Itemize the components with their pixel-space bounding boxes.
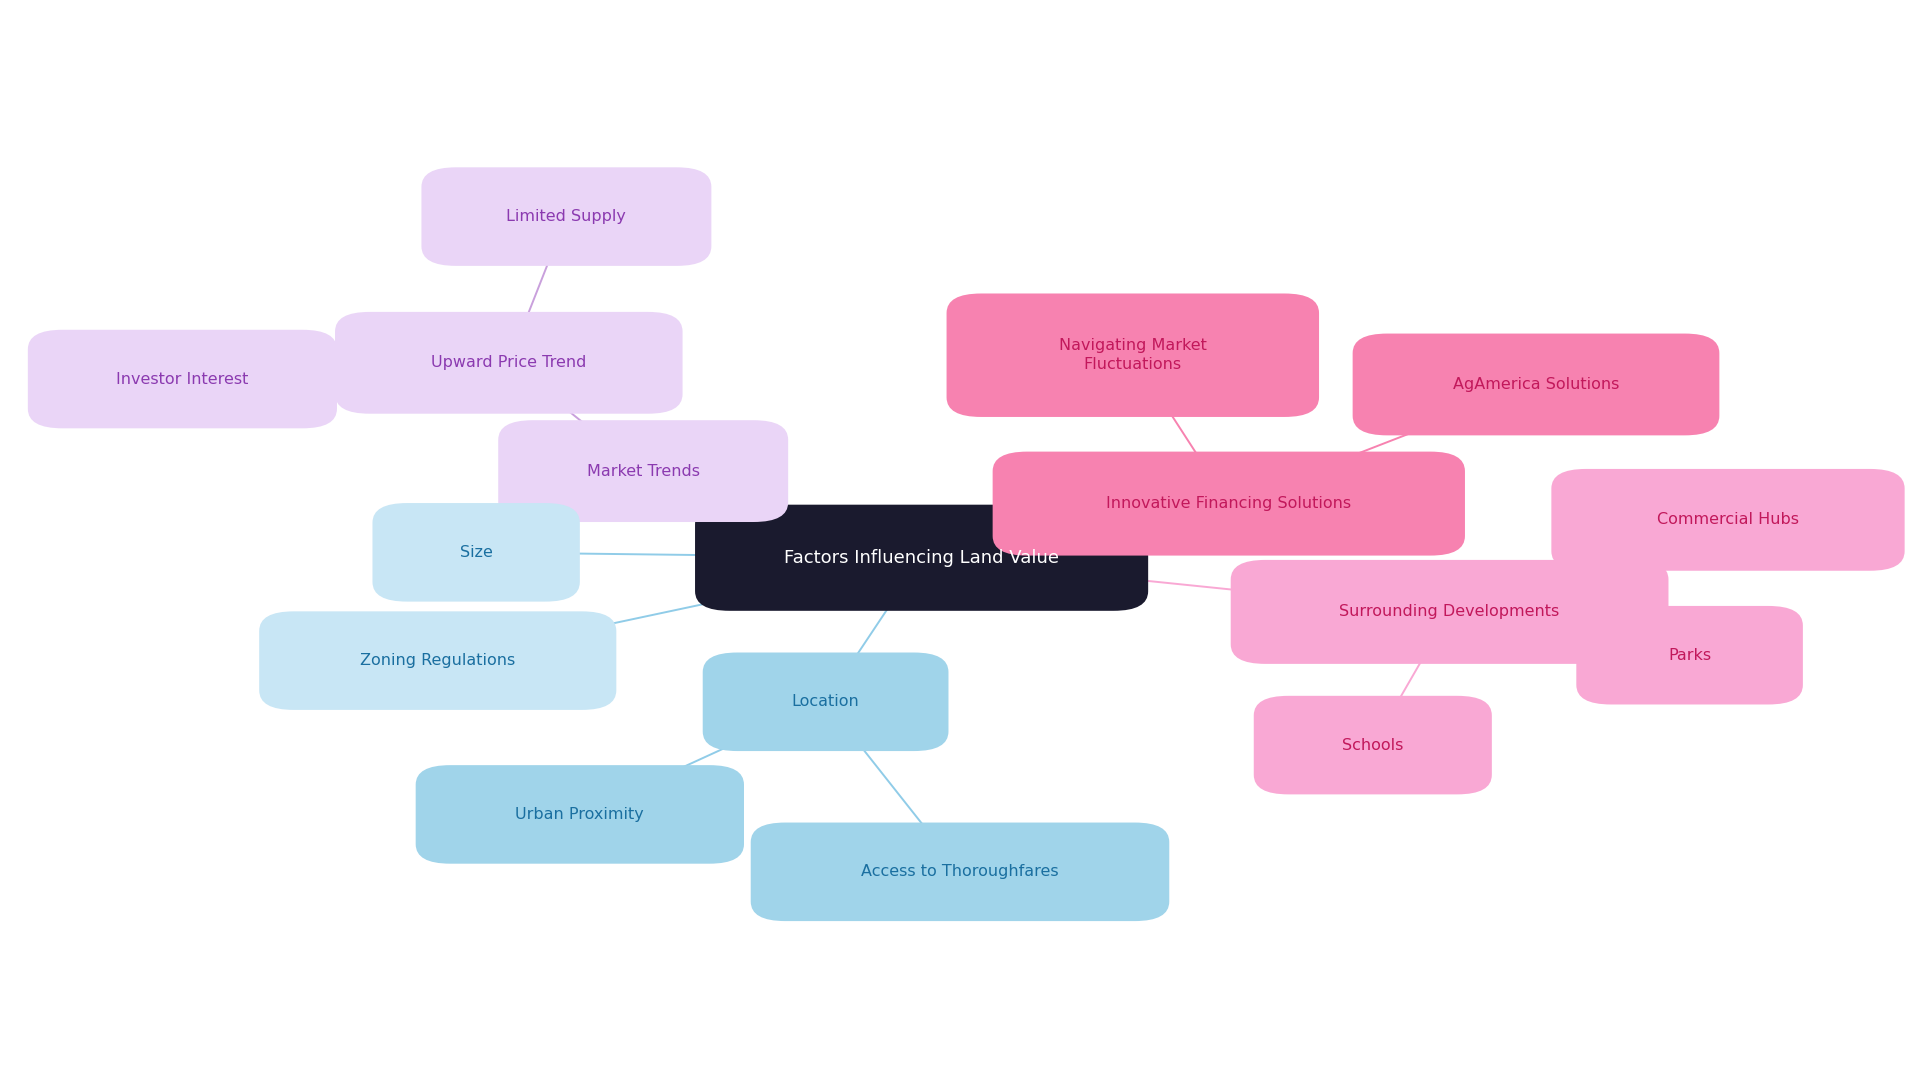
Text: Location: Location — [791, 694, 860, 709]
Text: Innovative Financing Solutions: Innovative Financing Solutions — [1106, 496, 1352, 511]
Text: Navigating Market
Fluctuations: Navigating Market Fluctuations — [1058, 338, 1208, 373]
FancyBboxPatch shape — [27, 329, 338, 429]
FancyBboxPatch shape — [993, 452, 1465, 556]
FancyBboxPatch shape — [703, 652, 948, 752]
Text: Market Trends: Market Trends — [588, 464, 699, 479]
FancyBboxPatch shape — [1254, 696, 1492, 795]
Text: Access to Thoroughfares: Access to Thoroughfares — [862, 864, 1058, 879]
Text: Commercial Hubs: Commercial Hubs — [1657, 512, 1799, 527]
Text: AgAmerica Solutions: AgAmerica Solutions — [1453, 377, 1619, 392]
FancyBboxPatch shape — [259, 611, 616, 710]
FancyBboxPatch shape — [372, 503, 580, 602]
Text: Limited Supply: Limited Supply — [507, 209, 626, 224]
FancyBboxPatch shape — [1551, 469, 1905, 571]
Text: Surrounding Developments: Surrounding Developments — [1340, 604, 1559, 619]
FancyBboxPatch shape — [1576, 606, 1803, 705]
Text: Upward Price Trend: Upward Price Trend — [432, 355, 586, 370]
FancyBboxPatch shape — [1231, 560, 1668, 664]
Text: Urban Proximity: Urban Proximity — [515, 807, 645, 822]
Text: Schools: Schools — [1342, 738, 1404, 753]
FancyBboxPatch shape — [1352, 334, 1720, 435]
FancyBboxPatch shape — [415, 765, 745, 864]
Text: Parks: Parks — [1668, 648, 1711, 663]
FancyBboxPatch shape — [499, 420, 787, 522]
Text: Factors Influencing Land Value: Factors Influencing Land Value — [783, 549, 1060, 566]
Text: Zoning Regulations: Zoning Regulations — [361, 653, 515, 668]
FancyBboxPatch shape — [751, 823, 1169, 921]
FancyBboxPatch shape — [336, 312, 684, 414]
FancyBboxPatch shape — [422, 167, 710, 265]
FancyBboxPatch shape — [947, 293, 1319, 417]
FancyBboxPatch shape — [695, 505, 1148, 611]
Text: Investor Interest: Investor Interest — [117, 371, 248, 387]
Text: Size: Size — [459, 545, 493, 560]
